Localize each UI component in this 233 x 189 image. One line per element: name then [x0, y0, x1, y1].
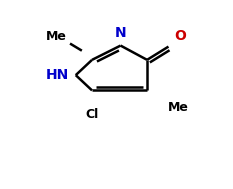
Text: N: N — [115, 26, 127, 40]
Text: Me: Me — [168, 101, 188, 114]
Text: Me: Me — [46, 29, 67, 43]
Text: Cl: Cl — [86, 108, 99, 121]
Text: HN: HN — [45, 68, 69, 82]
Text: O: O — [175, 29, 186, 43]
